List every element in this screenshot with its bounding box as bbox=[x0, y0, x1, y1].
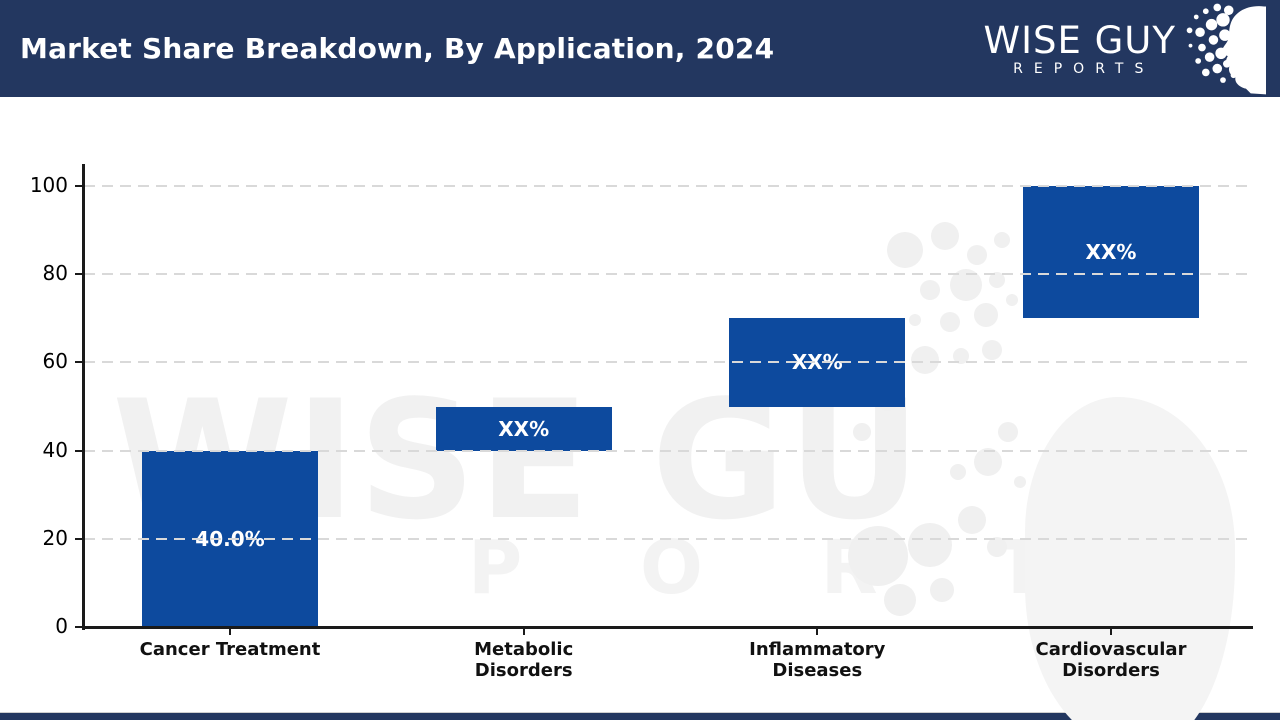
y-tick bbox=[75, 273, 84, 276]
footer-bar bbox=[0, 713, 1280, 720]
watermark-dot bbox=[884, 584, 916, 616]
y-axis-line bbox=[82, 164, 85, 630]
watermark-dot bbox=[1006, 294, 1018, 306]
watermark-dot bbox=[911, 346, 939, 374]
gridline bbox=[84, 361, 1253, 364]
gridline bbox=[84, 185, 1253, 188]
logo-text: WISE GUY REPORTS bbox=[984, 22, 1176, 76]
x-tick bbox=[1110, 629, 1112, 635]
logo-name: WISE GUY bbox=[983, 18, 1176, 62]
logo-subtitle: REPORTS bbox=[1013, 60, 1155, 77]
bar: XX% bbox=[1023, 186, 1199, 319]
logo-face-icon bbox=[1186, 3, 1266, 94]
watermark-dot bbox=[1014, 476, 1026, 488]
y-tick-label: 20 bbox=[42, 525, 68, 550]
wise-guy-reports-logo: WISE GUY REPORTS bbox=[984, 3, 1266, 95]
x-tick bbox=[229, 629, 231, 635]
y-tick-label: 0 bbox=[55, 614, 68, 638]
watermark-dot bbox=[987, 537, 1007, 557]
bar: XX% bbox=[435, 406, 612, 451]
watermark-dot bbox=[953, 348, 969, 364]
watermark-dot bbox=[931, 222, 959, 250]
x-tick bbox=[816, 629, 819, 635]
watermark-dot bbox=[967, 245, 987, 265]
watermark-dot bbox=[974, 448, 1002, 476]
y-tick bbox=[75, 537, 84, 540]
chart-plot-area: WISE GU P O R T S 40.0%XX%XX%XX%02040608… bbox=[0, 97, 1280, 720]
y-tick bbox=[75, 626, 84, 628]
watermark-dot bbox=[908, 523, 952, 567]
x-tick bbox=[522, 629, 525, 635]
watermark-dot bbox=[994, 232, 1010, 248]
gridline bbox=[84, 449, 1253, 452]
gridline bbox=[84, 273, 1253, 276]
gridline bbox=[84, 537, 1253, 540]
category-label: Inflammatory Diseases bbox=[749, 639, 886, 681]
watermark-dot bbox=[982, 340, 1002, 360]
page-title: Market Share Breakdown, By Application, … bbox=[20, 32, 775, 65]
watermark-dot bbox=[950, 464, 966, 480]
watermark-dot bbox=[998, 422, 1018, 442]
watermark-dot bbox=[958, 506, 986, 534]
bar-value-label: XX% bbox=[498, 416, 550, 441]
watermark-dot bbox=[887, 232, 923, 268]
y-tick-label: 60 bbox=[42, 349, 68, 374]
header-bar: Market Share Breakdown, By Application, … bbox=[0, 0, 1280, 97]
watermark-dot bbox=[853, 423, 871, 441]
watermark-dot bbox=[920, 280, 940, 300]
watermark-dot bbox=[940, 312, 960, 332]
watermark-dot bbox=[930, 578, 954, 602]
watermark-dot bbox=[848, 526, 908, 586]
watermark-dot bbox=[909, 314, 921, 326]
x-axis-line bbox=[82, 626, 1253, 629]
bar-value-label: XX% bbox=[1085, 240, 1137, 265]
category-label: Metabolic Disorders bbox=[474, 639, 574, 681]
y-tick-label: 80 bbox=[42, 261, 68, 286]
y-tick bbox=[75, 185, 84, 188]
watermark-dot bbox=[974, 303, 998, 327]
category-label: Cancer Treatment bbox=[139, 639, 321, 660]
footer-hairline bbox=[0, 712, 1280, 713]
y-tick bbox=[75, 449, 84, 452]
category-label: Cardiovascular Disorders bbox=[1035, 639, 1187, 681]
y-tick bbox=[75, 361, 84, 364]
watermark-dot bbox=[989, 272, 1005, 288]
y-tick-label: 40 bbox=[42, 437, 68, 462]
y-tick-label: 100 bbox=[29, 173, 68, 198]
